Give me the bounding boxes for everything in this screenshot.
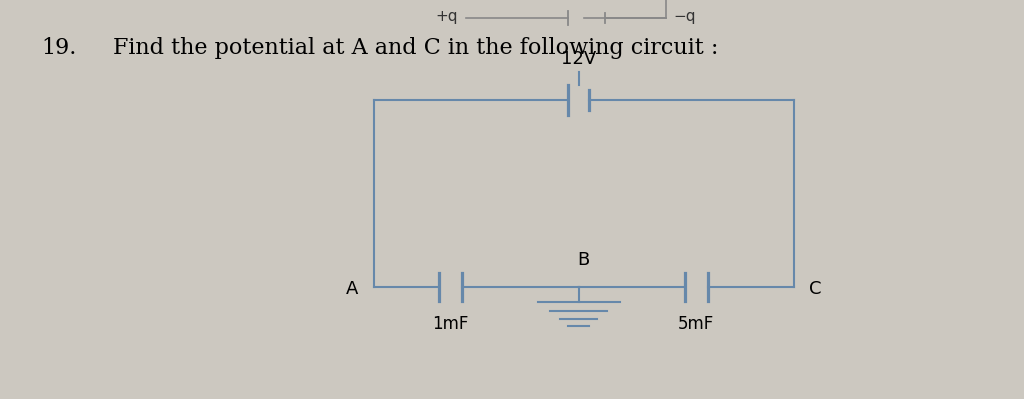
Text: −q: −q (674, 9, 696, 24)
Text: +q: +q (435, 9, 458, 24)
Text: 5mF: 5mF (678, 315, 715, 333)
Text: 1mF: 1mF (432, 315, 469, 333)
Text: 19.: 19. (41, 37, 77, 59)
Text: Find the potential at A and C in the following circuit :: Find the potential at A and C in the fol… (113, 37, 718, 59)
Text: 12V: 12V (561, 50, 596, 68)
Text: A: A (346, 280, 358, 298)
Text: C: C (809, 280, 821, 298)
Text: B: B (578, 251, 590, 269)
